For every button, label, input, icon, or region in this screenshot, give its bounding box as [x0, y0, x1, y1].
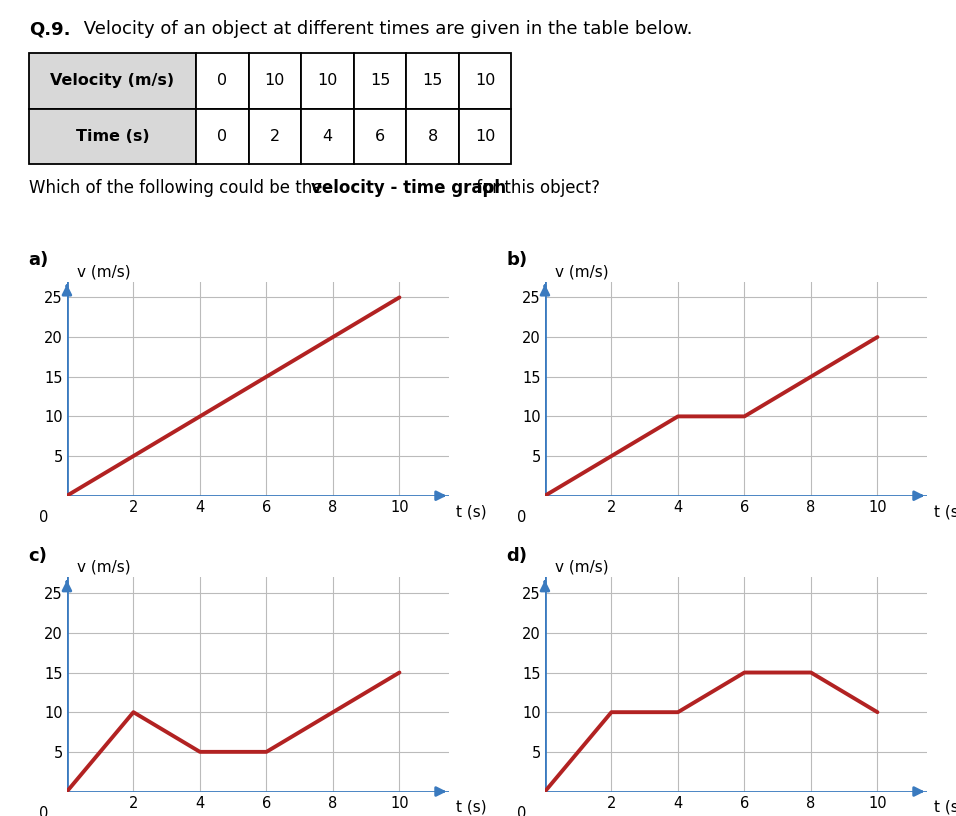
Text: d): d) — [507, 547, 528, 565]
Text: velocity - time graph: velocity - time graph — [311, 179, 506, 197]
Text: t (s): t (s) — [934, 800, 956, 815]
Text: 0: 0 — [517, 806, 527, 816]
Text: 10: 10 — [317, 73, 337, 88]
Text: a): a) — [29, 251, 49, 269]
Text: 10: 10 — [265, 73, 285, 88]
Text: 8: 8 — [427, 129, 438, 144]
Text: v (m/s): v (m/s) — [554, 264, 609, 279]
Text: 15: 15 — [423, 73, 443, 88]
FancyBboxPatch shape — [301, 53, 354, 109]
FancyBboxPatch shape — [301, 109, 354, 164]
Text: v (m/s): v (m/s) — [554, 560, 609, 575]
Text: 0: 0 — [217, 73, 228, 88]
Text: Velocity of an object at different times are given in the table below.: Velocity of an object at different times… — [78, 20, 693, 38]
Text: for this object?: for this object? — [471, 179, 600, 197]
Text: v (m/s): v (m/s) — [76, 560, 131, 575]
Text: Velocity (m/s): Velocity (m/s) — [51, 73, 174, 88]
Text: 0: 0 — [217, 129, 228, 144]
Text: 0: 0 — [39, 806, 49, 816]
Text: 6: 6 — [375, 129, 385, 144]
Text: 10: 10 — [475, 73, 495, 88]
FancyBboxPatch shape — [249, 53, 301, 109]
FancyBboxPatch shape — [196, 53, 249, 109]
FancyBboxPatch shape — [29, 109, 196, 164]
Text: 15: 15 — [370, 73, 390, 88]
FancyBboxPatch shape — [249, 109, 301, 164]
FancyBboxPatch shape — [196, 109, 249, 164]
Text: 0: 0 — [517, 510, 527, 525]
FancyBboxPatch shape — [459, 109, 511, 164]
FancyBboxPatch shape — [354, 109, 406, 164]
Text: Q.9.: Q.9. — [29, 20, 70, 38]
FancyBboxPatch shape — [354, 53, 406, 109]
Text: Time (s): Time (s) — [76, 129, 149, 144]
FancyBboxPatch shape — [406, 53, 459, 109]
Text: t (s): t (s) — [934, 504, 956, 519]
Text: Which of the following could be the: Which of the following could be the — [29, 179, 327, 197]
Text: v (m/s): v (m/s) — [76, 264, 131, 279]
FancyBboxPatch shape — [29, 53, 196, 109]
Text: t (s): t (s) — [456, 800, 487, 815]
FancyBboxPatch shape — [406, 109, 459, 164]
FancyBboxPatch shape — [459, 53, 511, 109]
Text: c): c) — [29, 547, 48, 565]
Text: 0: 0 — [39, 510, 49, 525]
Text: b): b) — [507, 251, 528, 269]
Text: 2: 2 — [270, 129, 280, 144]
Text: t (s): t (s) — [456, 504, 487, 519]
Text: 4: 4 — [322, 129, 333, 144]
Text: 10: 10 — [475, 129, 495, 144]
